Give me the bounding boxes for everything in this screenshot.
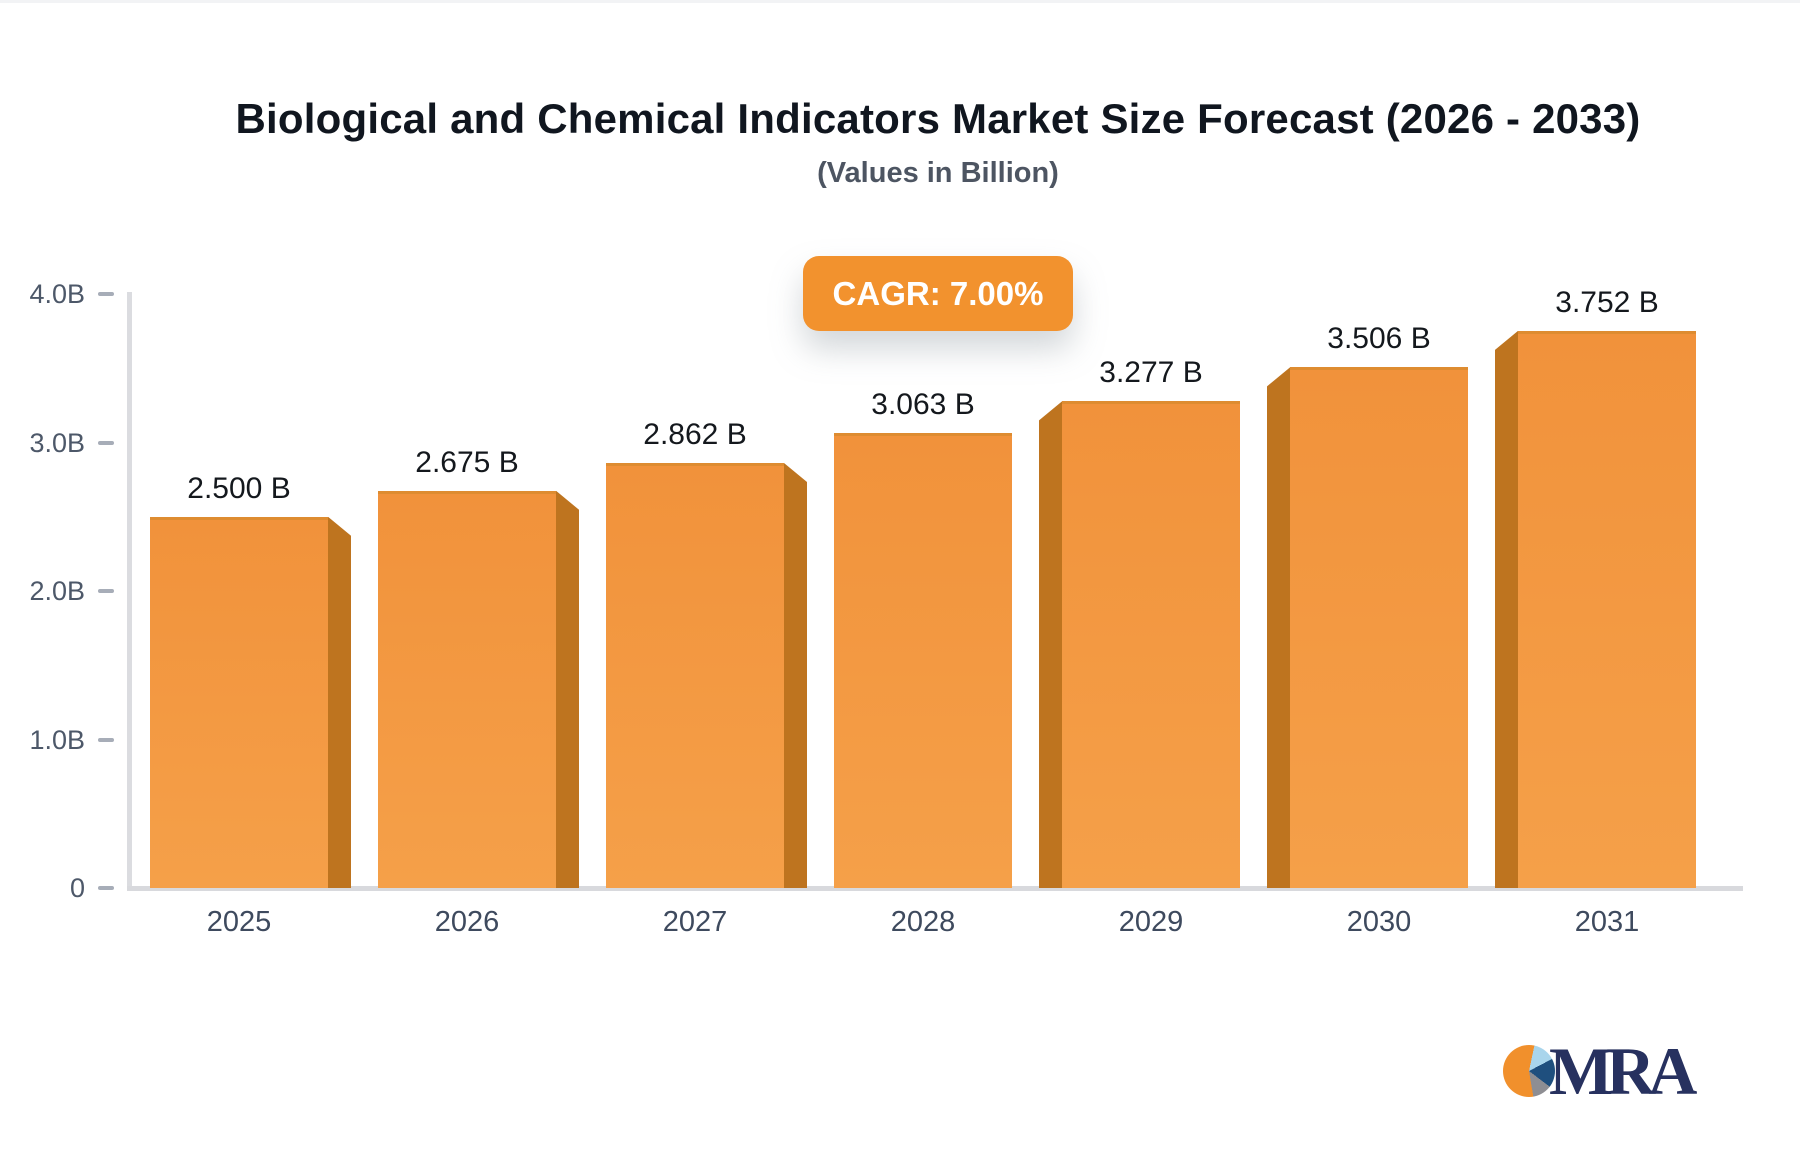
bar-2026 [378, 490, 556, 888]
bar-value-label: 3.506 B [1327, 322, 1431, 356]
bar-side-face [1267, 367, 1290, 888]
y-tick-label: 0 [69, 873, 85, 903]
x-tick-label: 2028 [890, 906, 956, 938]
x-tick-label: 2025 [206, 906, 272, 938]
bar-side-face [1495, 330, 1518, 888]
y-tick-mark [98, 589, 114, 593]
x-tick-label: 2029 [1118, 906, 1184, 938]
bar-side-face [328, 516, 351, 888]
bar-2031 [1518, 330, 1696, 888]
chart-title: Biological and Chemical Indicators Marke… [235, 95, 1641, 142]
y-tick-mark [98, 886, 114, 890]
logo-text: MRA [1549, 1033, 1697, 1109]
y-tick-mark [98, 737, 114, 742]
bar-value-label: 3.752 B [1555, 285, 1659, 319]
bar-value-label: 2.862 B [643, 417, 747, 451]
chart-header: Biological and Chemical Indicators Marke… [130, 95, 1746, 190]
bar-value-label: 2.675 B [415, 445, 519, 479]
x-tick-label: 2030 [1346, 906, 1412, 938]
y-axis-line [127, 292, 132, 891]
x-axis-line [127, 886, 1743, 891]
x-tick-label: 2026 [434, 906, 500, 938]
bar-2029 [1062, 401, 1240, 888]
bar-value-label: 2.500 B [187, 471, 291, 505]
y-tick-label: 1.0B [29, 724, 85, 755]
bar-side-face [784, 463, 807, 888]
bar-2028 [834, 433, 1012, 888]
y-tick-mark [98, 292, 114, 296]
bar-2025 [150, 516, 328, 888]
mra-logo: MRA [1503, 1033, 1697, 1109]
y-tick-mark [98, 440, 114, 445]
x-tick-label: 2027 [662, 906, 728, 938]
y-tick-label: 3.0B [29, 427, 85, 458]
bar-side-face [556, 490, 579, 888]
bar-side-face [1039, 401, 1062, 888]
bar-value-label: 3.063 B [871, 388, 975, 422]
y-tick-label: 4.0B [29, 279, 85, 309]
bar-2030 [1290, 367, 1468, 888]
cagr-badge: CAGR: 7.00% [803, 256, 1073, 331]
bar-2027 [606, 463, 784, 888]
x-tick-label: 2031 [1574, 906, 1640, 938]
logo-pie-icon [1503, 1045, 1555, 1097]
plot-area: 4.0B 3.0B 2.0B 1.0B 0 2.500 B 2025 2.675 B 2026 2… [29, 279, 1746, 938]
y-tick-label: 2.0B [29, 576, 85, 606]
bar-value-label: 3.277 B [1099, 356, 1203, 390]
chart-subtitle: (Values in Billion) [817, 157, 1059, 189]
